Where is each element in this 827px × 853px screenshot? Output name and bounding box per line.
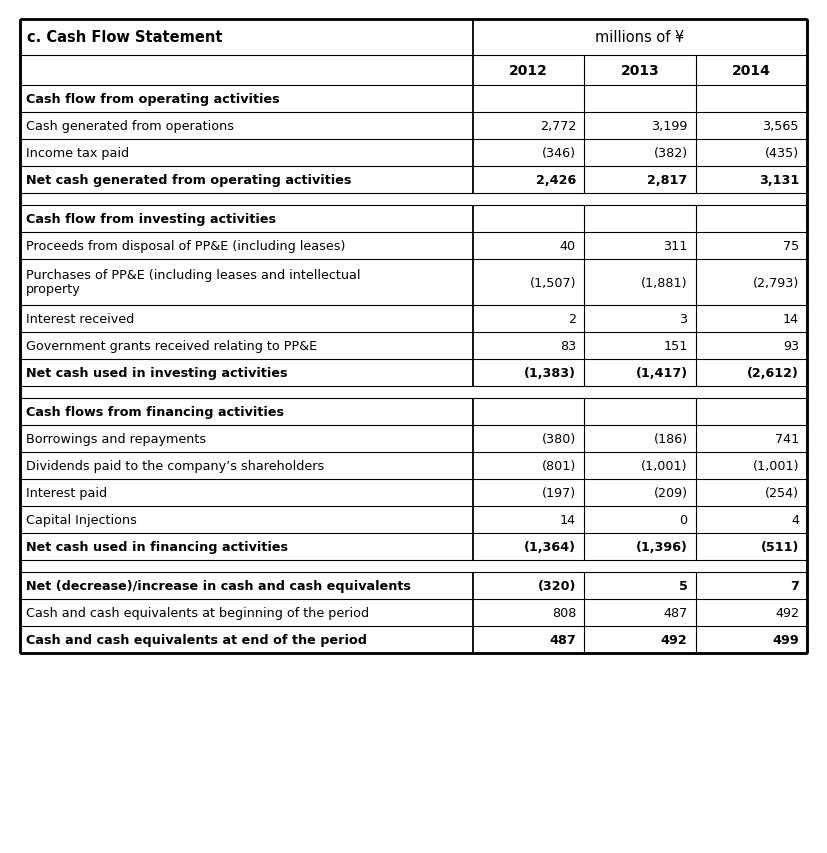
Text: Interest paid: Interest paid <box>26 486 108 499</box>
Text: 3: 3 <box>680 313 687 326</box>
Text: 311: 311 <box>663 240 687 252</box>
Text: property: property <box>26 283 81 296</box>
Text: Cash flow from operating activities: Cash flow from operating activities <box>26 93 280 106</box>
Text: 75: 75 <box>782 240 799 252</box>
Text: (1,001): (1,001) <box>753 460 799 473</box>
Text: Cash flows from financing activities: Cash flows from financing activities <box>26 405 284 419</box>
Text: (380): (380) <box>542 432 576 445</box>
Text: 3,565: 3,565 <box>762 120 799 133</box>
Text: 4: 4 <box>791 514 799 526</box>
Text: Government grants received relating to PP&E: Government grants received relating to P… <box>26 339 317 352</box>
Text: Interest received: Interest received <box>26 313 134 326</box>
Text: 487: 487 <box>663 606 687 619</box>
Text: 14: 14 <box>560 514 576 526</box>
Text: (346): (346) <box>542 147 576 160</box>
Text: 492: 492 <box>775 606 799 619</box>
Text: 2014: 2014 <box>732 64 771 78</box>
Text: Purchases of PP&E (including leases and intellectual: Purchases of PP&E (including leases and … <box>26 270 361 282</box>
Text: (186): (186) <box>653 432 687 445</box>
Text: (511): (511) <box>761 540 799 554</box>
Text: (1,364): (1,364) <box>524 540 576 554</box>
Text: (435): (435) <box>765 147 799 160</box>
Text: 499: 499 <box>772 633 799 647</box>
Text: (2,793): (2,793) <box>753 276 799 289</box>
Text: (1,881): (1,881) <box>641 276 687 289</box>
Text: Cash and cash equivalents at end of the period: Cash and cash equivalents at end of the … <box>26 633 367 647</box>
Text: 7: 7 <box>790 579 799 592</box>
Text: Net cash generated from operating activities: Net cash generated from operating activi… <box>26 174 351 187</box>
Text: 2,817: 2,817 <box>648 174 687 187</box>
Text: 2012: 2012 <box>509 64 547 78</box>
Text: 808: 808 <box>552 606 576 619</box>
Text: (197): (197) <box>542 486 576 499</box>
Text: Net cash used in investing activities: Net cash used in investing activities <box>26 367 288 380</box>
Text: (1,417): (1,417) <box>635 367 687 380</box>
Text: (1,507): (1,507) <box>529 276 576 289</box>
Text: Cash flow from investing activities: Cash flow from investing activities <box>26 212 276 226</box>
Text: 492: 492 <box>661 633 687 647</box>
Text: (382): (382) <box>653 147 687 160</box>
Text: (1,001): (1,001) <box>641 460 687 473</box>
Text: 40: 40 <box>560 240 576 252</box>
Text: (1,396): (1,396) <box>636 540 687 554</box>
Text: 3,199: 3,199 <box>651 120 687 133</box>
Text: Cash generated from operations: Cash generated from operations <box>26 120 234 133</box>
Text: 5: 5 <box>679 579 687 592</box>
Text: 93: 93 <box>783 339 799 352</box>
Text: (801): (801) <box>542 460 576 473</box>
Text: (2,612): (2,612) <box>747 367 799 380</box>
Text: Dividends paid to the company’s shareholders: Dividends paid to the company’s sharehol… <box>26 460 324 473</box>
Text: c. Cash Flow Statement: c. Cash Flow Statement <box>27 31 222 45</box>
Text: Income tax paid: Income tax paid <box>26 147 129 160</box>
Text: Net (decrease)/increase in cash and cash equivalents: Net (decrease)/increase in cash and cash… <box>26 579 411 592</box>
Text: (209): (209) <box>653 486 687 499</box>
Text: Proceeds from disposal of PP&E (including leases): Proceeds from disposal of PP&E (includin… <box>26 240 346 252</box>
Text: 2,426: 2,426 <box>536 174 576 187</box>
Text: (320): (320) <box>538 579 576 592</box>
Text: 741: 741 <box>775 432 799 445</box>
Text: 2013: 2013 <box>620 64 659 78</box>
Text: (254): (254) <box>765 486 799 499</box>
Text: 2: 2 <box>568 313 576 326</box>
Text: 487: 487 <box>549 633 576 647</box>
Text: 83: 83 <box>560 339 576 352</box>
Text: Cash and cash equivalents at beginning of the period: Cash and cash equivalents at beginning o… <box>26 606 369 619</box>
Text: 2,772: 2,772 <box>540 120 576 133</box>
Text: 0: 0 <box>680 514 687 526</box>
Text: Capital Injections: Capital Injections <box>26 514 137 526</box>
Text: Net cash used in financing activities: Net cash used in financing activities <box>26 540 288 554</box>
Text: 151: 151 <box>663 339 687 352</box>
Text: Borrowings and repayments: Borrowings and repayments <box>26 432 206 445</box>
Text: millions of ¥: millions of ¥ <box>595 31 685 45</box>
Text: (1,383): (1,383) <box>524 367 576 380</box>
Text: 14: 14 <box>783 313 799 326</box>
Text: 3,131: 3,131 <box>758 174 799 187</box>
